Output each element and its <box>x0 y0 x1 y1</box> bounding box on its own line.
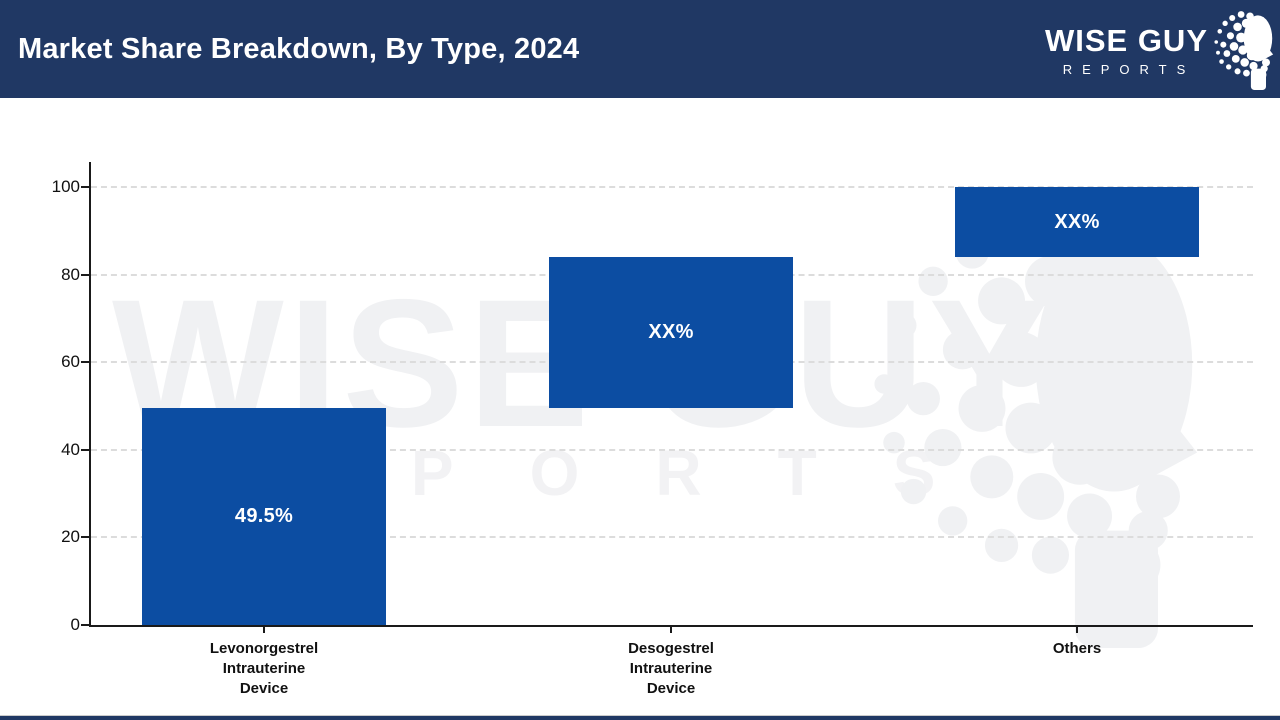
logo-text: WISE GUY REPORTS <box>1045 23 1208 77</box>
logo-subtext: REPORTS <box>1062 62 1196 77</box>
x-tick-mark <box>263 627 265 633</box>
header: Market Share Breakdown, By Type, 2024 WI… <box>0 0 1280 98</box>
plot-area: 0 20 40 60 80 100 49.5% Levonorgestrel Intraute… <box>0 98 1280 716</box>
y-tick-label: 100 <box>51 177 80 196</box>
bar-value-label: 49.5% <box>234 505 294 528</box>
x-category-label: Others <box>1052 640 1102 657</box>
grid-line <box>91 448 1253 451</box>
bar-value-label: XX% <box>648 321 694 344</box>
brand-logo: WISE GUY REPORTS <box>1045 6 1274 94</box>
y-axis-line <box>89 162 91 627</box>
x-axis-line <box>89 625 1253 627</box>
y-tick-label: 40 <box>61 439 80 459</box>
y-tick-label: 80 <box>61 264 80 284</box>
grid-line <box>91 536 1253 539</box>
y-tick-mark <box>81 186 89 188</box>
bar: 49.5% <box>142 408 386 625</box>
y-tick-mark <box>81 624 89 626</box>
bar: XX% <box>955 187 1199 258</box>
x-tick-mark <box>670 627 672 633</box>
footer-divider <box>0 715 1280 716</box>
logo-face-icon <box>1214 11 1274 91</box>
x-tick-mark <box>1076 627 1078 633</box>
x-category-label: Desogestrel Intrauterine Device <box>628 640 714 697</box>
y-tick-mark <box>81 361 89 364</box>
y-tick-label: 0 <box>70 615 80 634</box>
grid-line <box>91 186 1253 188</box>
chart-area: WISE GUY REPORTS 0 20 40 60 80 100 49.5% Levono… <box>0 98 1280 716</box>
x-category-label: Levonorgestrel Intrauterine Device <box>209 640 319 697</box>
y-tick-label: 20 <box>61 527 80 547</box>
footer-bar <box>0 716 1280 720</box>
y-tick-mark <box>81 273 89 276</box>
y-tick-mark <box>81 536 89 539</box>
bar-value-label: XX% <box>1054 210 1100 233</box>
y-tick-label: 60 <box>61 352 80 372</box>
y-tick-mark <box>81 448 89 451</box>
logo-wordmark: WISE GUY <box>1044 23 1208 58</box>
page-title: Market Share Breakdown, By Type, 2024 <box>18 32 580 65</box>
bar: XX% <box>549 257 793 409</box>
